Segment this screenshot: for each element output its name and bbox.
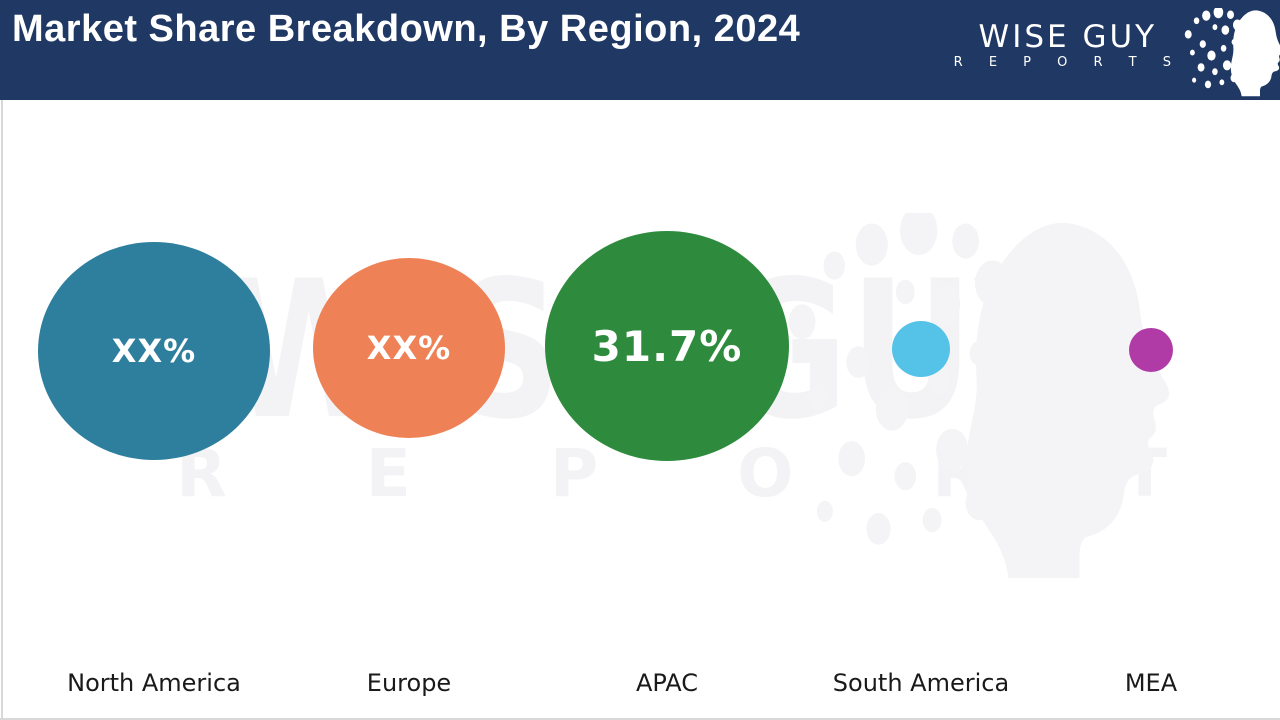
wiseguy-logo: WISE GUY R E P O R T S <box>954 6 1280 98</box>
page-title: Market Share Breakdown, By Region, 2024 <box>12 8 801 50</box>
plot-left-border <box>1 100 3 720</box>
category-label-apac: APAC <box>635 669 699 697</box>
logo-text: WISE GUY R E P O R T S <box>954 20 1182 70</box>
plot-bottom-border <box>0 718 1280 720</box>
category-label-north-america: North America <box>67 669 241 697</box>
logo-wordmark: WISE GUY <box>978 19 1158 55</box>
header: Market Share Breakdown, By Region, 2024 … <box>0 0 1280 100</box>
bubble-value-label: 31.7% <box>591 321 743 371</box>
watermark-head-icon <box>788 213 1170 578</box>
category-label-south-america: South America <box>832 669 1010 697</box>
bubble-north-america: XX% <box>38 242 270 460</box>
bubble-apac: 31.7% <box>545 231 789 461</box>
logo-subtext: R E P O R T S <box>953 55 1182 71</box>
category-label-europe: Europe <box>366 669 452 697</box>
category-label-mea: MEA <box>1124 669 1178 697</box>
bubble-europe: XX% <box>313 258 505 438</box>
bubble-south-america <box>892 321 950 377</box>
bubble-value-label: XX% <box>366 329 452 367</box>
wiseguy-head-icon <box>1184 8 1280 97</box>
bubble-value-label: XX% <box>111 332 197 370</box>
bubble-mea <box>1129 328 1173 372</box>
